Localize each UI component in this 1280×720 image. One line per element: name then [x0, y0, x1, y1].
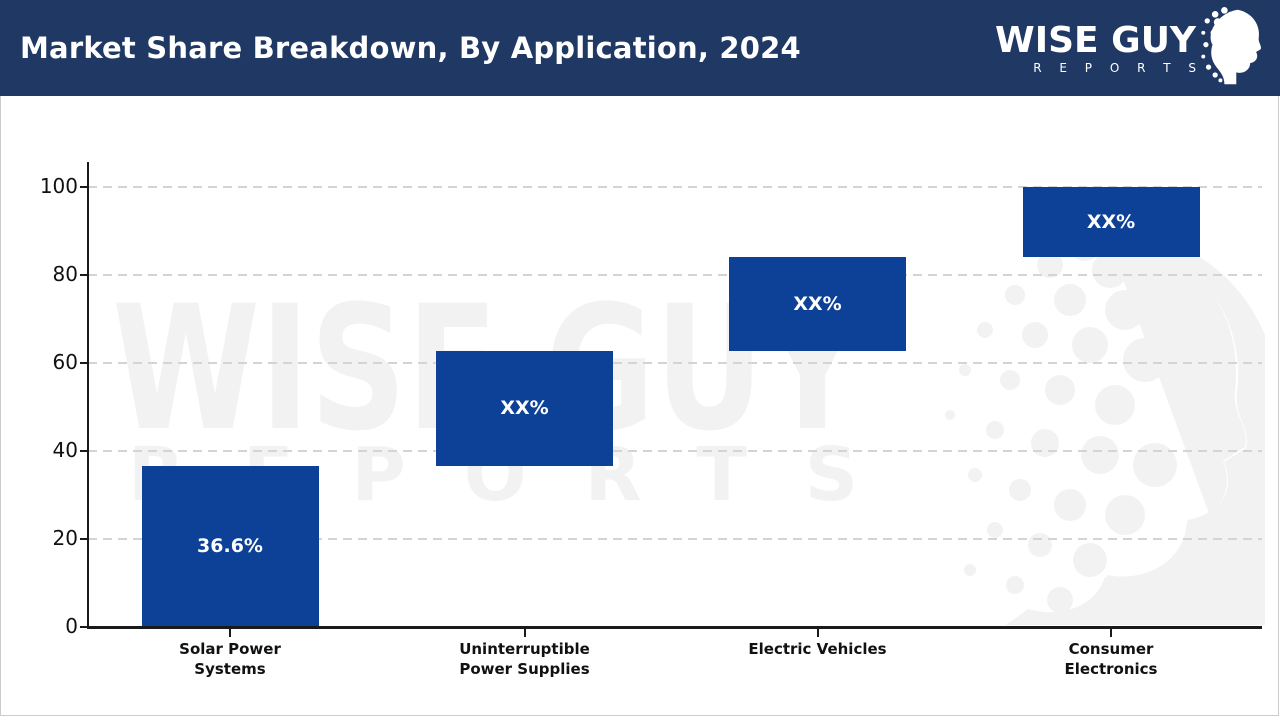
- y-axis-tick-mark: [80, 538, 88, 540]
- watermark-dotted-head-graphic: [855, 215, 1275, 629]
- y-gridline: [88, 450, 1262, 452]
- y-gridline: [88, 186, 1262, 188]
- waterfall-bar: XX%: [1022, 187, 1200, 257]
- waterfall-bar: 36.6%: [141, 465, 319, 627]
- y-axis-tick-mark: [80, 186, 88, 188]
- y-axis-tick-mark: [80, 450, 88, 452]
- x-axis-tick-mark: [523, 629, 526, 637]
- y-gridline: [88, 538, 1262, 540]
- x-axis-line: [87, 626, 1262, 629]
- x-axis-tick-mark: [816, 629, 819, 637]
- y-axis-tick-label: 80: [52, 262, 78, 286]
- y-axis-tick-mark: [80, 362, 88, 364]
- y-axis-tick-label: 0: [65, 614, 78, 638]
- category-label: Uninterruptible Power Supplies: [459, 640, 590, 678]
- category-label: Electric Vehicles: [748, 640, 887, 658]
- chart-title: Market Share Breakdown, By Application, …: [20, 31, 801, 65]
- x-axis-tick-mark: [1110, 629, 1112, 637]
- header-band: Market Share Breakdown, By Application, …: [0, 0, 1280, 96]
- dotted-head-logo-icon: [1198, 6, 1264, 90]
- logo-text: WISE GUY R E P O R T S: [994, 19, 1196, 74]
- y-axis-tick-label: 60: [52, 350, 78, 374]
- y-axis-tick-label: 40: [52, 438, 78, 462]
- y-axis-tick-label: 20: [52, 526, 78, 550]
- x-axis-tick-mark: [229, 629, 231, 637]
- bar-value-label: XX%: [1086, 210, 1136, 233]
- y-axis-tick-mark: [80, 274, 88, 276]
- y-axis-tick-label: 100: [39, 174, 78, 198]
- wise-guy-reports-logo: WISE GUY R E P O R T S: [995, 6, 1264, 90]
- y-axis-tick-mark: [80, 626, 88, 628]
- bar-value-label: XX%: [500, 397, 549, 420]
- category-label: Solar Power Systems: [179, 640, 281, 678]
- category-label: Consumer Electronics: [1064, 640, 1158, 678]
- bar-value-label: 36.6%: [197, 535, 263, 558]
- waterfall-bar: XX%: [729, 256, 906, 351]
- y-gridline: [88, 362, 1262, 364]
- y-gridline: [88, 274, 1262, 276]
- bar-value-label: XX%: [793, 292, 842, 315]
- waterfall-bar: XX%: [436, 350, 613, 466]
- logo-name: WISE GUY: [994, 19, 1196, 61]
- logo-subtitle: R E P O R T S: [1033, 60, 1203, 75]
- y-axis-line: [87, 162, 89, 628]
